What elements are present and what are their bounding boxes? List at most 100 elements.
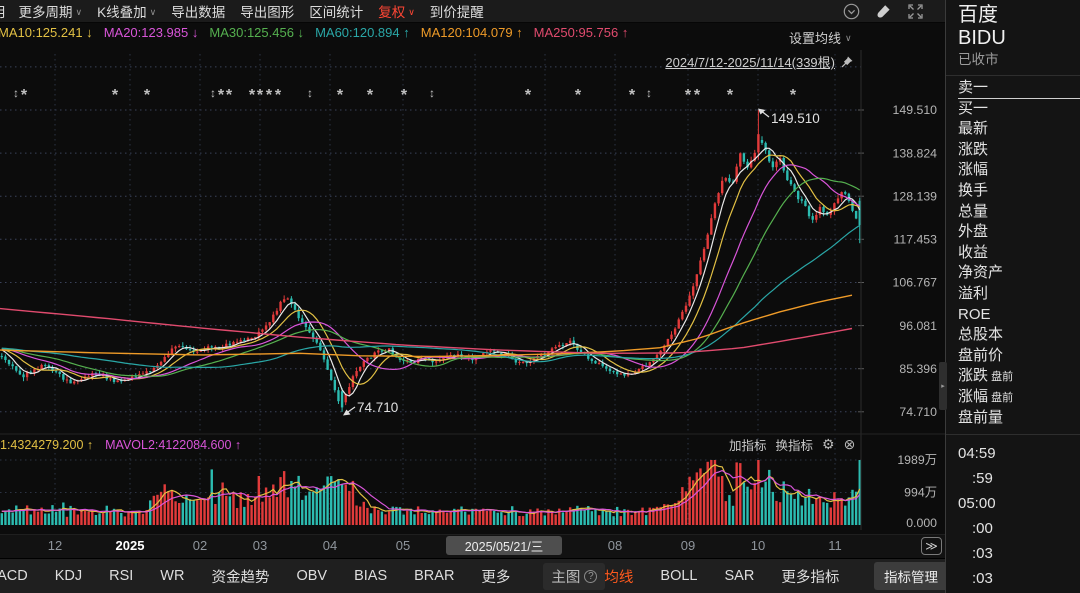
quote-field-涨幅: 涨幅 盘前 [958, 387, 1080, 408]
indicator-manage-button[interactable]: 指标管理 [874, 562, 948, 590]
toolbar-item-更多周期[interactable]: 更多周期 ∨ [19, 1, 83, 21]
tab-WR[interactable]: WR [160, 568, 185, 584]
toolbar-item-区间统计[interactable]: 区间统计 [309, 1, 363, 21]
quote-field-label: 买一 [958, 99, 989, 117]
toolbar-item-label: 导出数据 [171, 5, 226, 20]
switch-indicator-button[interactable]: 换指标 [775, 439, 814, 453]
time-tick-02: 02 [192, 538, 208, 553]
tab-BRAR[interactable]: BRAR [414, 568, 455, 584]
toolbar-item-label: 区间统计 [309, 5, 364, 20]
quote-field-label: 收益 [958, 243, 989, 261]
gear-icon[interactable]: ⚙ [822, 436, 835, 452]
svg-text:*: * [21, 87, 28, 104]
svg-text:*: * [249, 87, 256, 104]
toolbar-item-到价提醒[interactable]: 到价提醒 [430, 1, 484, 21]
tab-RSI[interactable]: RSI [109, 568, 134, 584]
tab-更多指标[interactable]: 更多指标 [781, 569, 840, 586]
pin-icon [841, 56, 853, 67]
tab-BOLL[interactable]: BOLL [660, 568, 698, 584]
toolbar-item-label: K线叠加 [97, 5, 147, 20]
add-indicator-button[interactable]: 加指标 [729, 439, 767, 453]
chevron-circle-icon[interactable] [843, 3, 860, 20]
svg-text:138.824: 138.824 [893, 146, 938, 160]
sidebar-divider [946, 434, 1080, 436]
ma-value-label: MA120:104.079 ↑ [420, 25, 523, 40]
svg-text:*: * [275, 87, 282, 104]
svg-text:*: * [337, 87, 344, 104]
tab-KDJ[interactable]: KDJ [54, 568, 83, 584]
toolbar-item-导出图形[interactable]: 导出图形 [240, 1, 294, 21]
time-tick-04: 04 [322, 538, 338, 553]
svg-text:*: * [144, 87, 151, 104]
svg-text:74.710: 74.710 [357, 400, 398, 415]
tab-BIAS[interactable]: BIAS [354, 568, 388, 584]
date-tooltip: 2025/05/21/三 [446, 536, 562, 555]
sidebar-collapse-handle[interactable]: ▸ [939, 362, 947, 410]
quote-field-label: 盘前价 [958, 346, 1004, 364]
quote-field-label: ROE [958, 305, 991, 323]
quote-field-label: 涨跌 [958, 140, 989, 158]
tab-资金趋势[interactable]: 资金趋势 [211, 569, 270, 586]
time-tick-12: 12 [47, 538, 63, 553]
close-pane-icon[interactable]: ⊗ [843, 436, 856, 452]
tab-SAR[interactable]: SAR [724, 568, 755, 584]
time-axis[interactable]: 12 2025 02 03 04 05 08 09 10 11 2025/05/21/三 ≫ [0, 534, 945, 558]
indicator-tabs: MACD KDJ RSI WR 资金趋势 OBV BIAS BRAR 更多 [0, 566, 537, 587]
toolbar-item-导出数据[interactable]: 导出数据 [171, 1, 225, 21]
chevron-down-icon: ∨ [408, 6, 415, 17]
mavol2-label: MAVOL2:4122084.600 ↑ [105, 437, 242, 452]
quote-field-盘前量: 盘前量 [958, 408, 1080, 429]
quote-field-ROE: ROE [958, 305, 1080, 326]
toolbar-item-label: 导出图形 [240, 5, 295, 20]
time-tick-11: 11 [828, 538, 842, 553]
quote-field-买一: 买一 [958, 99, 1080, 120]
quote-field-外盘: 外盘 [958, 222, 1080, 243]
fullscreen-expand-icon[interactable] [907, 3, 924, 20]
toolbar-item-K线叠加[interactable]: K线叠加 ∨ [97, 1, 156, 21]
expand-right-button[interactable]: ≫ [921, 537, 942, 555]
svg-text:↕: ↕ [210, 86, 216, 100]
tab-均线[interactable]: 均线 [604, 569, 634, 586]
quote-field-label: 卖一 [958, 79, 989, 96]
tick-time: 04:59 [958, 445, 996, 463]
ma-settings-button[interactable]: 设置均线 ∨ [789, 28, 852, 47]
tick-time: :03 [972, 545, 993, 563]
candlestick-chart[interactable]: 149.510 138.824 128.139 117.453 106.767 96.08… [0, 0, 945, 536]
quote-field-总量: 总量 [958, 202, 1080, 223]
quote-field-suffix: 盘前 [988, 391, 1014, 404]
svg-text:*: * [685, 87, 692, 104]
help-icon[interactable]: ? [584, 569, 598, 583]
quote-field-label: 总股本 [958, 326, 1004, 344]
date-range-pill[interactable]: 2024/7/12-2025/11/14(339根) [590, 52, 854, 71]
period-button-month[interactable]: 月 [0, 1, 7, 21]
svg-text:85.396: 85.396 [899, 362, 937, 376]
quote-sidebar: 百度 BIDU 已收市 卖一 买一 最新 涨跌 涨幅 换手 总量 外盘 收益 净资产 溢利 ROE 总股… [945, 0, 1080, 593]
svg-text:*: * [401, 87, 408, 104]
tab-更多[interactable]: 更多 [481, 569, 511, 586]
tab-main-figure[interactable]: 主图 ? [543, 562, 606, 590]
time-tick-10: 10 [750, 538, 766, 553]
tick-time: :59 [972, 470, 993, 488]
quote-field-label: 净资产 [958, 264, 1004, 282]
svg-text:0.000: 0.000 [906, 516, 937, 530]
date-range-label: 2024/7/12-2025/11/14(339根) [665, 55, 835, 70]
tab-MACD[interactable]: MACD [0, 568, 28, 584]
svg-text:117.453: 117.453 [893, 233, 937, 247]
chevron-down-icon: ∨ [845, 33, 852, 43]
quote-field-label: 涨跌 [958, 367, 989, 385]
quote-field-涨跌: 涨跌 [958, 140, 1080, 161]
tick-time-list: 04:59:59 05:00:00:03:03 [958, 441, 1080, 591]
tab-OBV[interactable]: OBV [296, 568, 328, 584]
quote-field-溢利: 溢利 [958, 284, 1080, 305]
volume-bars [0, 460, 861, 525]
tick-time: 05:00 [958, 495, 996, 513]
toolbar-item-复权[interactable]: 复权 ∨ [378, 1, 415, 21]
svg-text:↕: ↕ [13, 86, 19, 100]
sidebar-divider [946, 75, 1080, 76]
quote-field-涨幅: 涨幅 [958, 160, 1080, 181]
svg-text:↕: ↕ [307, 86, 313, 100]
brush-icon[interactable] [875, 3, 892, 20]
main-figure-label: 主图 [551, 569, 581, 586]
ma-value-label: MA10:125.241 ↓ [0, 25, 93, 40]
ma-value-label: MA250:95.756 ↑ [533, 25, 629, 40]
